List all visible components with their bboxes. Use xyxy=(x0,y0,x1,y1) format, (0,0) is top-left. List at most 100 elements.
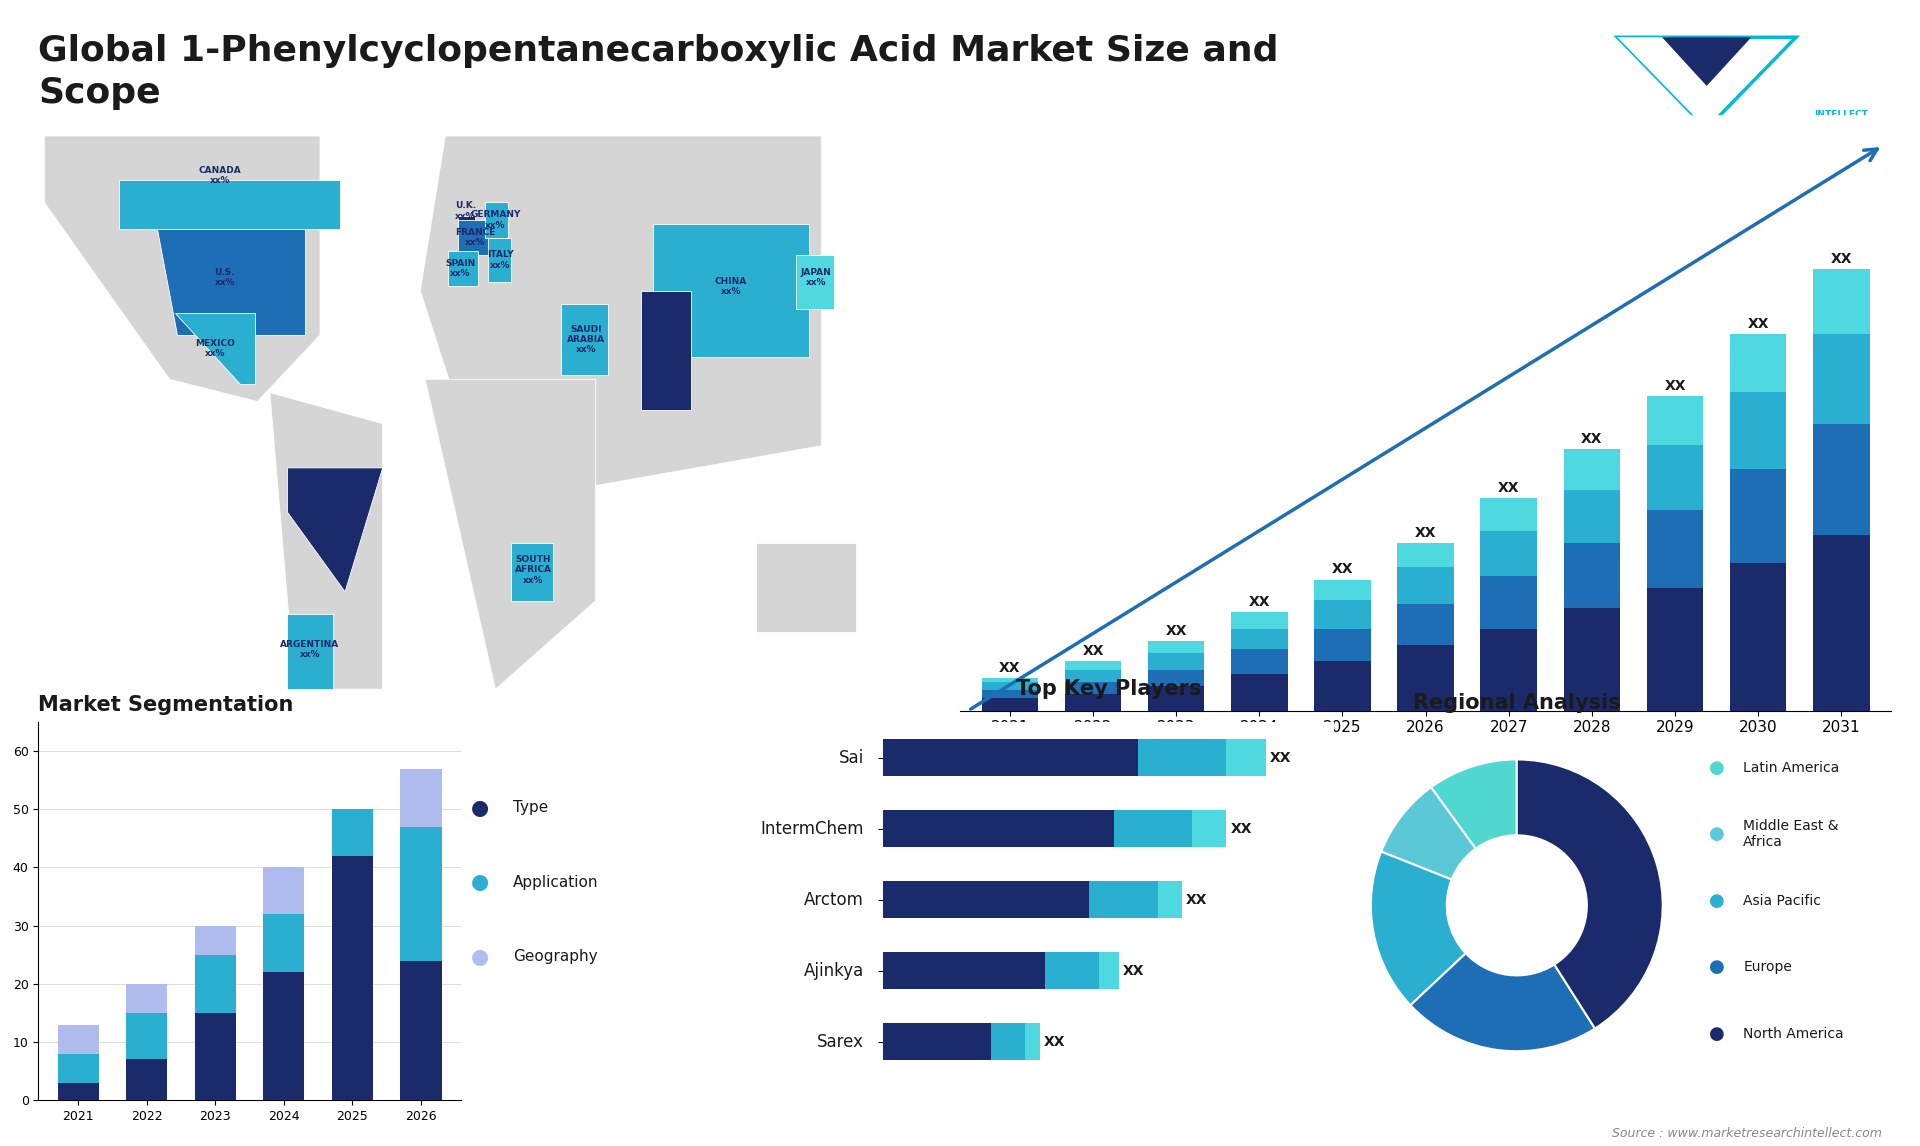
Text: CHINA
xx%: CHINA xx% xyxy=(714,276,747,296)
Bar xyxy=(1231,650,1288,674)
Bar xyxy=(1480,575,1538,629)
Bar xyxy=(1563,543,1620,609)
Bar xyxy=(1398,543,1453,567)
Bar xyxy=(1148,669,1204,686)
Polygon shape xyxy=(424,379,595,689)
Text: SPAIN
xx%: SPAIN xx% xyxy=(445,259,476,278)
Wedge shape xyxy=(1371,851,1465,1005)
Text: ARGENTINA
xx%: ARGENTINA xx% xyxy=(280,639,340,659)
Polygon shape xyxy=(420,136,822,601)
Bar xyxy=(1730,392,1786,470)
Bar xyxy=(58,1025,98,1053)
Polygon shape xyxy=(288,614,332,689)
Bar xyxy=(1066,682,1121,694)
Bar xyxy=(127,1059,167,1100)
Text: Arctom: Arctom xyxy=(804,890,864,909)
Bar xyxy=(1066,694,1121,711)
Title: Regional Analysis: Regional Analysis xyxy=(1413,693,1620,713)
Bar xyxy=(263,915,305,972)
Bar xyxy=(883,739,1139,776)
Polygon shape xyxy=(756,543,856,631)
Text: Application: Application xyxy=(513,874,599,890)
Bar xyxy=(1730,470,1786,564)
Text: CANADA
xx%: CANADA xx% xyxy=(198,166,242,186)
Bar xyxy=(127,983,167,1013)
Text: North America: North America xyxy=(1743,1027,1843,1041)
Bar xyxy=(1480,629,1538,711)
Text: XX: XX xyxy=(1498,480,1519,495)
Bar xyxy=(1480,499,1538,531)
Bar xyxy=(1148,641,1204,653)
Text: U.S.
xx%: U.S. xx% xyxy=(215,268,234,288)
Bar xyxy=(332,809,372,856)
Bar xyxy=(58,1053,98,1083)
Bar xyxy=(1098,952,1119,989)
Polygon shape xyxy=(271,393,382,689)
Polygon shape xyxy=(641,291,691,410)
Text: XX: XX xyxy=(1083,644,1104,658)
Bar xyxy=(1398,567,1453,604)
Text: Top Key Players: Top Key Players xyxy=(1016,680,1202,699)
Bar xyxy=(981,682,1039,690)
Text: ITALY
xx%: ITALY xx% xyxy=(488,250,515,269)
Polygon shape xyxy=(288,468,382,591)
Text: BRAZIL
xx%: BRAZIL xx% xyxy=(323,499,359,517)
Polygon shape xyxy=(447,251,478,286)
Bar xyxy=(883,881,1089,918)
Bar xyxy=(1647,510,1703,588)
Text: ●: ● xyxy=(470,947,490,967)
Text: Asia Pacific: Asia Pacific xyxy=(1743,894,1822,908)
Text: Type: Type xyxy=(513,800,547,816)
Bar xyxy=(1730,564,1786,711)
Bar xyxy=(1148,686,1204,711)
Bar xyxy=(127,1013,167,1059)
Text: Global 1-Phenylcyclopentanecarboxylic Acid Market Size and
Scope: Global 1-Phenylcyclopentanecarboxylic Ac… xyxy=(38,34,1279,110)
Text: Middle East &
Africa: Middle East & Africa xyxy=(1743,819,1839,849)
Bar xyxy=(1158,881,1183,918)
Polygon shape xyxy=(157,229,305,335)
Text: U.K.
xx%: U.K. xx% xyxy=(455,202,476,221)
Bar xyxy=(194,926,236,955)
Bar xyxy=(883,952,1044,989)
Polygon shape xyxy=(1617,38,1707,129)
Bar xyxy=(263,972,305,1100)
Bar xyxy=(981,698,1039,711)
Text: XX: XX xyxy=(1231,822,1252,835)
Text: XX: XX xyxy=(1269,751,1290,764)
Bar xyxy=(1066,661,1121,669)
Bar xyxy=(981,690,1039,698)
Text: XX: XX xyxy=(1747,317,1768,331)
Polygon shape xyxy=(1663,38,1751,86)
Bar xyxy=(1227,739,1265,776)
Wedge shape xyxy=(1380,787,1476,880)
Bar xyxy=(883,810,1114,847)
Bar xyxy=(1563,609,1620,711)
Bar xyxy=(1192,810,1227,847)
Bar xyxy=(1114,810,1192,847)
Bar xyxy=(1313,629,1371,661)
Text: Sai: Sai xyxy=(839,748,864,767)
Polygon shape xyxy=(511,543,553,601)
Text: Ajinkya: Ajinkya xyxy=(804,961,864,980)
Bar xyxy=(401,960,442,1100)
Bar xyxy=(401,826,442,960)
Bar xyxy=(1025,1023,1041,1060)
Text: INTELLECT: INTELLECT xyxy=(1814,110,1868,119)
Polygon shape xyxy=(653,225,808,358)
Bar xyxy=(1148,653,1204,669)
Bar xyxy=(991,1023,1025,1060)
Wedge shape xyxy=(1517,760,1663,1029)
Text: XX: XX xyxy=(1830,252,1853,266)
Bar xyxy=(1313,580,1371,601)
Bar xyxy=(1313,601,1371,629)
Bar xyxy=(1647,445,1703,510)
Text: XX: XX xyxy=(1332,563,1354,576)
Bar xyxy=(1730,335,1786,392)
Bar xyxy=(1231,674,1288,711)
Text: MARKET: MARKET xyxy=(1814,47,1862,56)
Bar xyxy=(1812,535,1870,711)
Bar xyxy=(1398,604,1453,645)
Text: Europe: Europe xyxy=(1743,960,1791,974)
Text: XX: XX xyxy=(1665,378,1686,393)
Text: XX: XX xyxy=(1187,893,1208,906)
